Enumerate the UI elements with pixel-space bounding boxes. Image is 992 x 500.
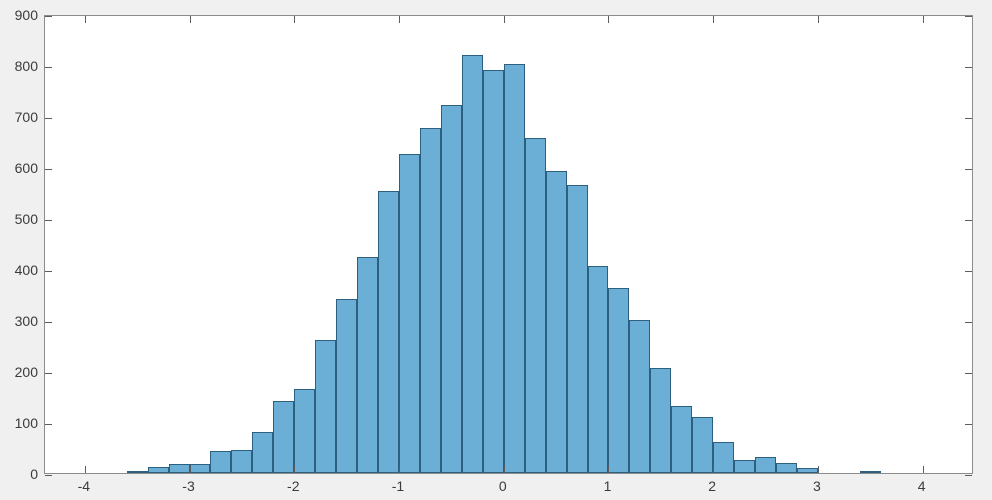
y-tick-mark <box>45 67 52 68</box>
histogram-bar <box>210 451 232 473</box>
y-tick-mark <box>45 475 52 476</box>
x-tick-mark <box>713 16 715 23</box>
y-tick-mark <box>965 169 972 170</box>
histogram-bar <box>650 367 672 473</box>
histogram-bar <box>545 171 567 473</box>
histogram-bar <box>734 459 756 473</box>
histogram-bar <box>378 190 399 473</box>
x-tick-label: -2 <box>287 478 300 494</box>
x-tick-mark <box>817 466 819 473</box>
x-tick-label: 3 <box>813 478 821 494</box>
y-tick-label: 100 <box>14 415 38 431</box>
x-tick-mark <box>399 466 400 473</box>
histogram-bar <box>440 105 462 473</box>
y-tick-label: 700 <box>14 109 38 125</box>
x-tick-mark <box>608 16 610 23</box>
x-tick-mark <box>399 16 400 23</box>
x-tick-mark <box>294 466 296 473</box>
y-tick-mark <box>45 322 52 323</box>
histogram-bar <box>755 456 777 473</box>
y-tick-label: 800 <box>14 58 38 74</box>
histogram-bar <box>315 340 337 473</box>
y-tick-mark <box>965 220 972 221</box>
histogram-bar <box>189 464 211 473</box>
y-tick-label: 600 <box>14 160 38 176</box>
histogram-bar <box>336 298 358 473</box>
y-tick-label: 400 <box>14 262 38 278</box>
y-axis-tick-labels: 0 100 200 300 400 500 600 700 800 900 <box>0 7 38 482</box>
x-tick-label: -3 <box>182 478 195 494</box>
y-tick-label: 900 <box>14 7 38 23</box>
histogram-bar <box>587 266 609 473</box>
histogram-bar <box>713 442 735 473</box>
histogram-bar <box>671 406 693 473</box>
x-tick-mark <box>189 16 191 23</box>
x-tick-mark <box>817 16 819 23</box>
histogram-bar <box>126 471 148 473</box>
x-tick-mark <box>503 16 505 23</box>
histogram-bar <box>419 127 441 473</box>
histogram-bar <box>147 466 169 473</box>
y-tick-mark <box>45 169 52 170</box>
x-tick-label: 0 <box>498 478 507 494</box>
y-tick-label: 200 <box>14 364 38 380</box>
y-tick-label: 0 <box>30 466 38 482</box>
histogram-bar <box>461 54 483 473</box>
x-tick-label: -1 <box>391 478 405 494</box>
histogram-bar <box>252 431 274 473</box>
x-tick-mark <box>713 466 715 473</box>
histogram-bar <box>629 320 651 473</box>
histogram-bar <box>796 467 818 473</box>
y-tick-mark <box>965 373 972 374</box>
plot-area <box>45 16 972 473</box>
y-tick-mark <box>965 118 972 119</box>
y-tick-mark <box>45 373 52 374</box>
histogram-bar <box>692 417 714 473</box>
histogram-bar <box>503 63 525 473</box>
histogram-bar <box>168 463 190 473</box>
y-tick-mark <box>45 424 52 425</box>
histogram-bar <box>357 257 379 473</box>
histogram-bar <box>231 449 253 473</box>
histogram-bar <box>294 389 316 473</box>
x-tick-mark <box>922 16 924 23</box>
histogram-bar <box>859 470 881 473</box>
x-tick-mark <box>84 16 86 23</box>
axes-box <box>44 15 973 476</box>
x-tick-label: 4 <box>917 478 926 494</box>
y-tick-mark <box>965 271 972 272</box>
x-axis-tick-labels: -4 -3 -2 -1 0 1 2 3 4 <box>44 478 973 498</box>
histogram-bar <box>524 137 546 473</box>
x-tick-mark <box>503 466 505 473</box>
y-tick-mark <box>45 271 52 272</box>
histogram-bar <box>566 184 588 473</box>
y-tick-mark <box>965 475 972 476</box>
y-tick-mark <box>965 67 972 68</box>
histogram-bar <box>608 287 630 473</box>
x-tick-label: 1 <box>603 478 612 494</box>
y-tick-label: 300 <box>14 313 38 329</box>
y-tick-mark <box>965 322 972 323</box>
y-tick-mark <box>45 16 52 17</box>
x-tick-mark <box>608 466 610 473</box>
x-tick-label: 2 <box>708 478 717 494</box>
x-tick-mark <box>84 466 86 473</box>
x-tick-mark <box>922 466 924 473</box>
y-tick-label: 500 <box>14 211 38 227</box>
y-tick-mark <box>965 16 972 17</box>
histogram-bar <box>399 154 420 473</box>
histogram-bar <box>776 463 797 473</box>
x-tick-label: -4 <box>77 478 91 494</box>
histogram-bar <box>273 400 295 473</box>
y-tick-mark <box>45 118 52 119</box>
y-tick-mark <box>45 220 52 221</box>
x-tick-mark <box>189 466 191 473</box>
x-tick-mark <box>294 16 296 23</box>
y-tick-mark <box>965 424 972 425</box>
histogram-bar <box>482 69 504 473</box>
